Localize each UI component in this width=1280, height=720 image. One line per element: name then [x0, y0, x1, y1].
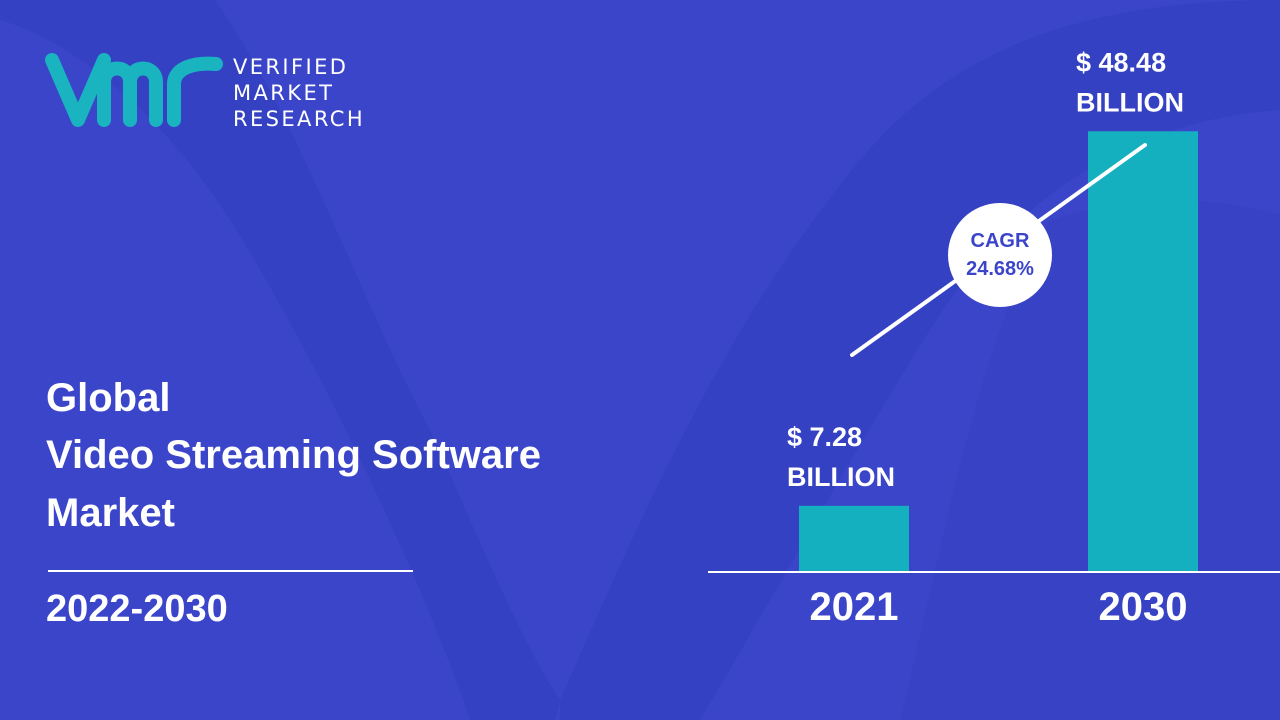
cagr-badge: [948, 203, 1052, 307]
vmr-logo-mark: [45, 53, 223, 127]
brand-name-line2: MARKET: [233, 81, 335, 105]
vmr-logo-icon: [45, 53, 223, 127]
brand-name-line3: RESEARCH: [233, 107, 366, 131]
x-tick-2021: 2021: [810, 585, 899, 629]
title-line1: Global: [46, 376, 171, 420]
background-v-right-stroke: [560, 0, 1280, 720]
cagr-value: 24.68%: [966, 258, 1034, 280]
value-label-2030-amount: $ 48.48: [1076, 47, 1166, 77]
background-v-left-stroke: [0, 0, 560, 720]
value-label-2021-amount: $ 7.28: [787, 422, 862, 452]
x-tick-2030: 2030: [1099, 585, 1188, 629]
bar-2030: [1088, 131, 1198, 573]
value-label-2021-unit: BILLION: [787, 462, 895, 492]
brand-name-line1: VERIFIED: [233, 55, 349, 79]
value-label-2030-unit: BILLION: [1076, 87, 1184, 117]
brand-logo: [44, 52, 224, 137]
bar-2021: [799, 505, 909, 572]
cagr-label: CAGR: [971, 230, 1030, 252]
forecast-period: 2022-2030: [46, 588, 228, 630]
title-line3: Market: [46, 491, 175, 535]
title-line2: Video Streaming Software: [46, 433, 541, 477]
title-divider: [48, 570, 413, 572]
